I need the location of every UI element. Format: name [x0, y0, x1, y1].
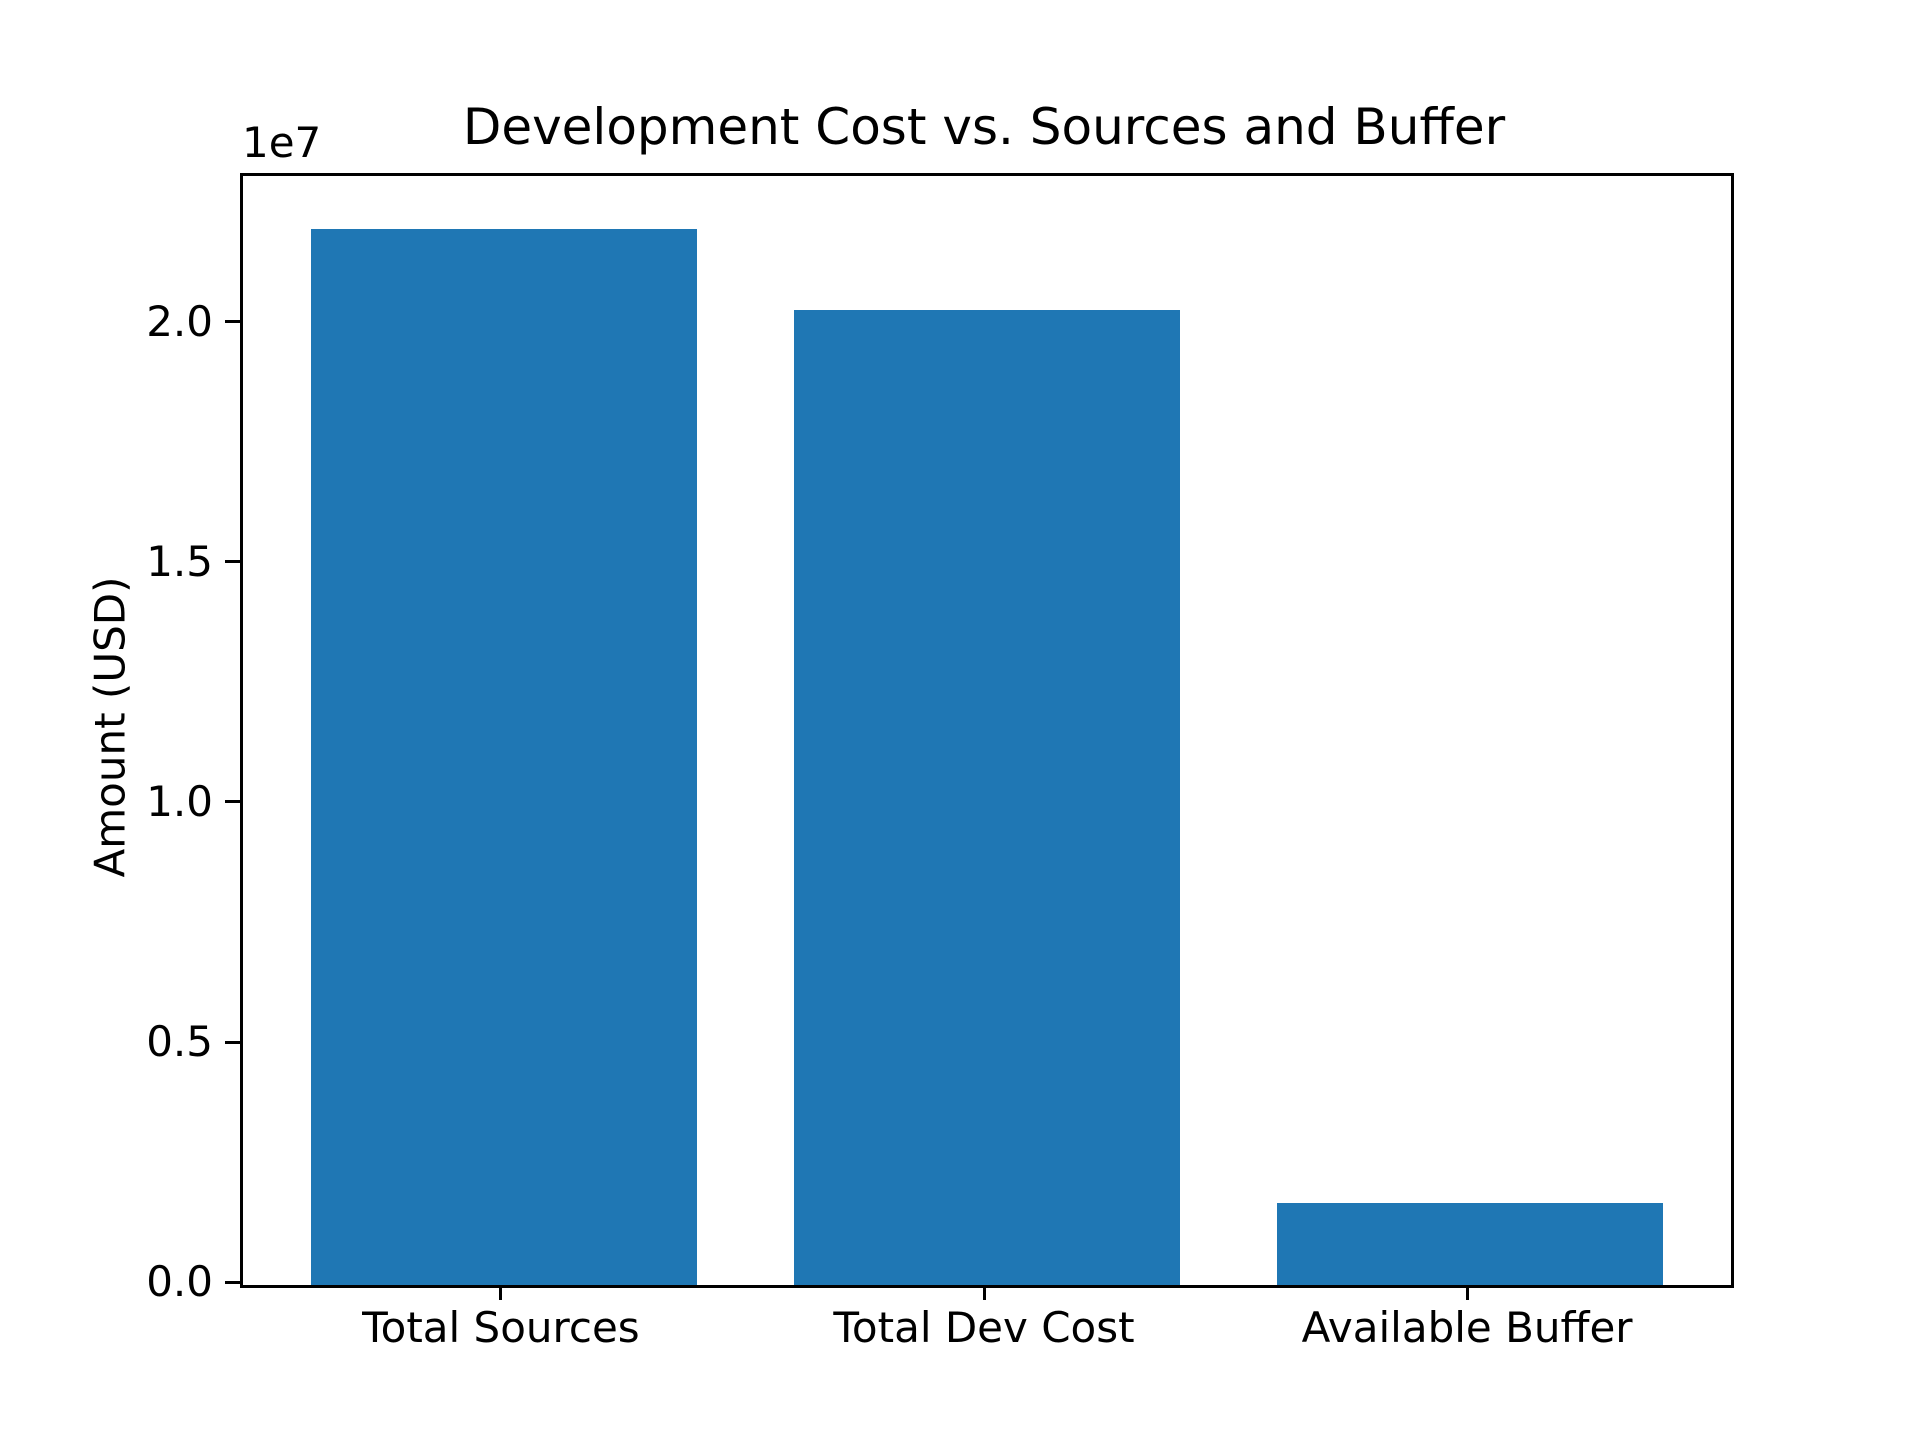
y-tick-mark — [225, 800, 240, 804]
y-tick-label: 1.0 — [146, 776, 213, 826]
x-tick-mark — [1465, 1285, 1469, 1300]
y-tick-label: 1.5 — [146, 536, 213, 586]
x-tick-label: Total Dev Cost — [833, 1303, 1135, 1352]
y-axis-title: Amount (USD) — [85, 576, 135, 878]
bar-total-sources — [310, 228, 698, 1285]
y-tick-label: 0.0 — [146, 1257, 213, 1306]
y-tick-label: 0.5 — [146, 1017, 213, 1066]
x-tick-mark — [982, 1285, 986, 1300]
plot-area — [240, 173, 1734, 1288]
chart-title: Development Cost vs. Sources and Buffer — [462, 98, 1506, 156]
y-axis-offset-label: 1e7 — [242, 118, 322, 167]
x-tick-mark — [499, 1285, 503, 1300]
x-tick-label: Total Sources — [362, 1303, 640, 1352]
y-tick-mark — [225, 320, 240, 324]
y-tick-label: 2.0 — [146, 296, 213, 346]
x-tick-label: Available Buffer — [1301, 1303, 1633, 1352]
y-tick-mark — [225, 1280, 240, 1284]
y-tick-mark — [225, 560, 240, 564]
bar-available-buffer — [1276, 1203, 1664, 1285]
y-tick-mark — [225, 1040, 240, 1044]
bar-total-dev-cost — [793, 310, 1181, 1285]
